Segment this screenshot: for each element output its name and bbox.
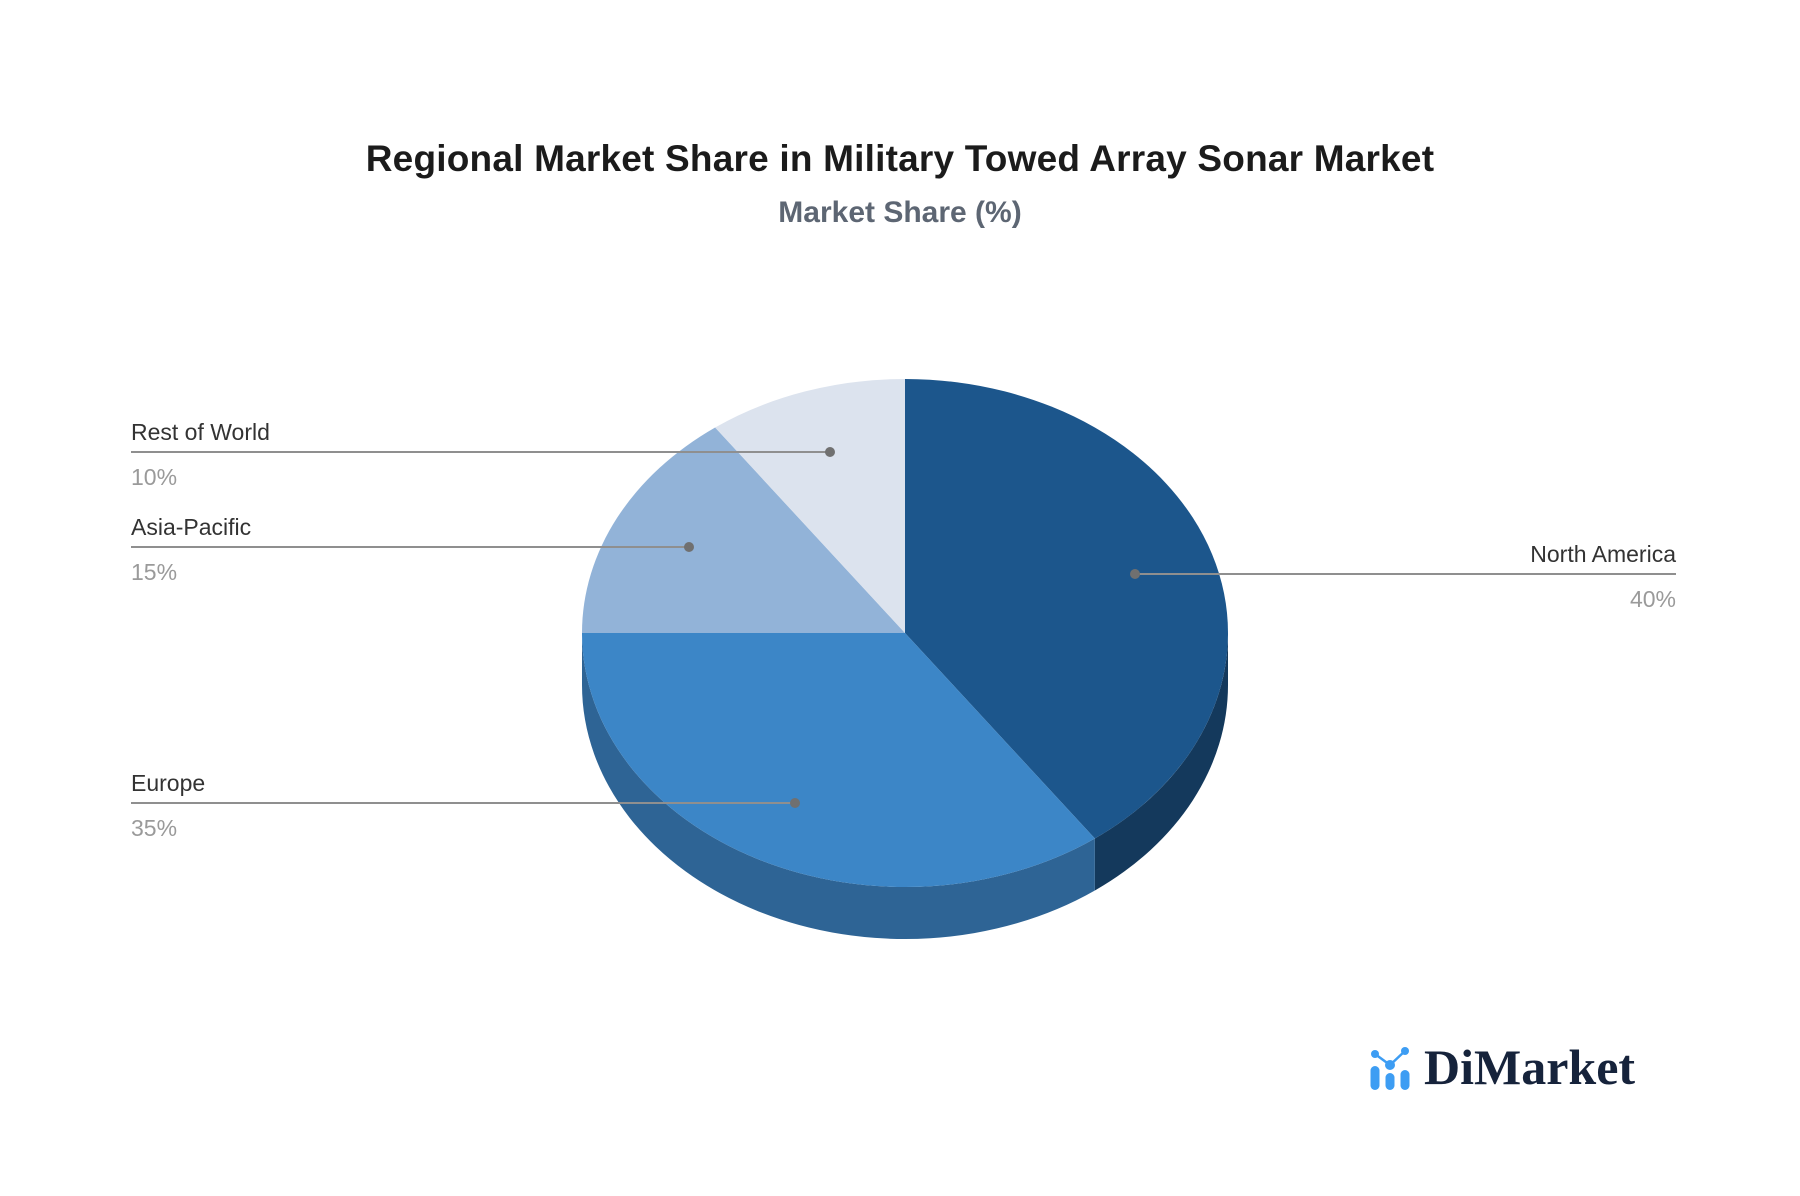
slice-label-rest-of-world: Rest of World 10% (131, 415, 270, 494)
chart-subtitle: Market Share (%) (778, 196, 1022, 229)
leader-dot-asia-pacific (684, 542, 694, 552)
leader-dot-europe (790, 798, 800, 808)
slice-label-value: 40% (1629, 586, 1676, 612)
slice-label-value: 10% (131, 464, 178, 490)
chart-title: Regional Market Share in Military Towed … (365, 138, 1435, 179)
leader-dot-rest-of-world (825, 447, 835, 457)
pie-slice-rest-of-world (715, 379, 905, 633)
pie-slice-asia-pacific (582, 427, 905, 633)
slice-label-asia-pacific: Asia-Pacific 15% (131, 510, 251, 589)
pie-slice-side-north-america (1094, 633, 1228, 891)
leader-dot-north-america (1130, 569, 1140, 579)
brand-logo: DiMarket (1367, 1042, 1635, 1092)
bar-line-chart-icon (1370, 1047, 1410, 1090)
pie-slice-side-europe (582, 633, 1095, 939)
brand-name: DiMarket (1424, 1039, 1636, 1095)
slice-label-name: Asia-Pacific (131, 514, 252, 540)
slice-label-name: Rest of World (131, 419, 270, 445)
slice-label-name: North America (1530, 541, 1676, 567)
slice-label-europe: Europe 35% (131, 766, 205, 845)
pie-slice-europe (582, 633, 1095, 887)
slice-label-name: Europe (131, 770, 206, 796)
slice-label-north-america: North America 40% (1530, 537, 1676, 616)
pie-slice-north-america (905, 379, 1228, 839)
slice-label-value: 35% (131, 815, 178, 841)
slice-label-value: 15% (131, 559, 178, 585)
